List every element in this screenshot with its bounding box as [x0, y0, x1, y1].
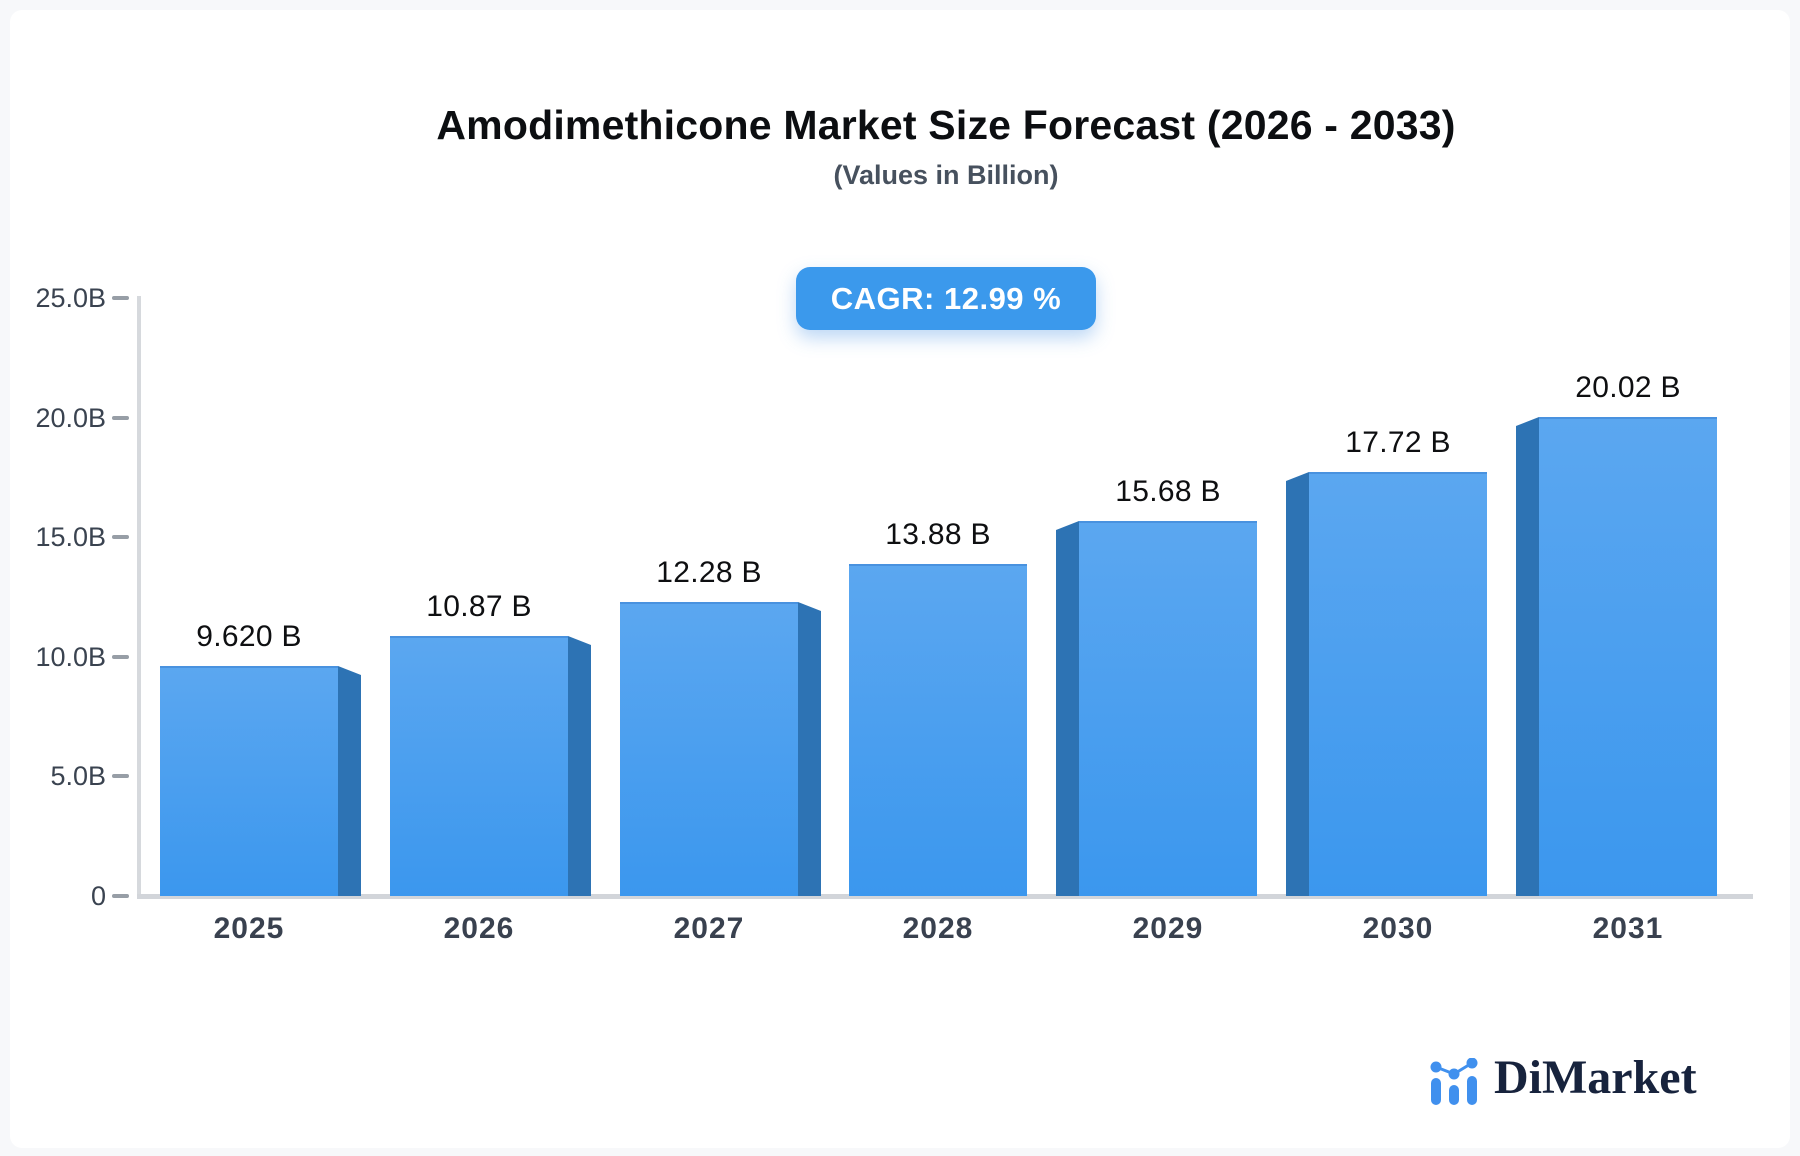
y-tick-mark [112, 894, 129, 898]
bar-side-face-2027 [798, 602, 821, 896]
x-axis-label-2028: 2028 [902, 912, 974, 945]
brand-logo: DiMarket [1430, 1050, 1697, 1106]
bar-2027 [620, 602, 798, 896]
y-tick-label: 0 [90, 881, 106, 911]
x-axis-line [137, 894, 1753, 899]
bar-side-face-2025 [338, 666, 361, 896]
chart-title: Amodimethicone Market Size Forecast (202… [436, 102, 1456, 148]
cagr-badge: CAGR: 12.99 % [796, 267, 1096, 330]
x-axis-label-2031: 2031 [1592, 912, 1664, 945]
bar-value-label: 20.02 B [1575, 371, 1681, 404]
bar-2028 [849, 564, 1027, 896]
bar-2029 [1079, 521, 1257, 896]
y-tick-label: 5.0B [50, 761, 106, 791]
y-tick-mark [112, 296, 129, 300]
x-axis-label-2026: 2026 [443, 912, 515, 945]
y-tick-mark [112, 416, 129, 420]
bar-2031 [1539, 417, 1717, 896]
bar-value-label: 17.72 B [1345, 426, 1451, 459]
y-tick-label: 15.0B [35, 522, 106, 552]
bar-value-label: 10.87 B [426, 590, 532, 623]
x-axis-label-2029: 2029 [1132, 912, 1204, 945]
y-axis-line [137, 296, 141, 899]
dimarket-logo-icon [1430, 1058, 1478, 1105]
x-axis-label-2027: 2027 [673, 912, 745, 945]
chart-subtitle: (Values in Billion) [833, 160, 1059, 190]
y-tick-mark [112, 774, 129, 778]
bar-value-label: 9.620 B [196, 620, 302, 653]
brand-name: DiMarket [1494, 1051, 1697, 1104]
y-tick-label: 20.0B [35, 403, 106, 433]
x-axis-label-2025: 2025 [213, 912, 285, 945]
y-tick-label: 25.0B [35, 283, 106, 313]
bar-2026 [390, 636, 568, 896]
y-tick-mark [112, 535, 129, 539]
bar-value-label: 15.68 B [1115, 475, 1221, 508]
bar-value-label: 12.28 B [656, 556, 762, 589]
bar-side-face-2031 [1516, 417, 1539, 896]
y-tick-mark [112, 655, 129, 659]
bar-2025 [160, 666, 338, 896]
plot-area: 25.0B 20.0B 15.0B 10.0B 5.0B 0 9.620 B 2025 10.8… [10, 10, 1790, 1148]
bar-value-label: 13.88 B [885, 518, 991, 551]
bar-side-face-2029 [1056, 521, 1079, 896]
x-axis-label-2030: 2030 [1362, 912, 1434, 945]
bar-side-face-2030 [1286, 472, 1309, 896]
chart-card: Amodimethicone Market Size Forecast (202… [10, 10, 1790, 1148]
bar-2030 [1309, 472, 1487, 896]
y-tick-label: 10.0B [35, 642, 106, 672]
bar-side-face-2026 [568, 636, 591, 896]
